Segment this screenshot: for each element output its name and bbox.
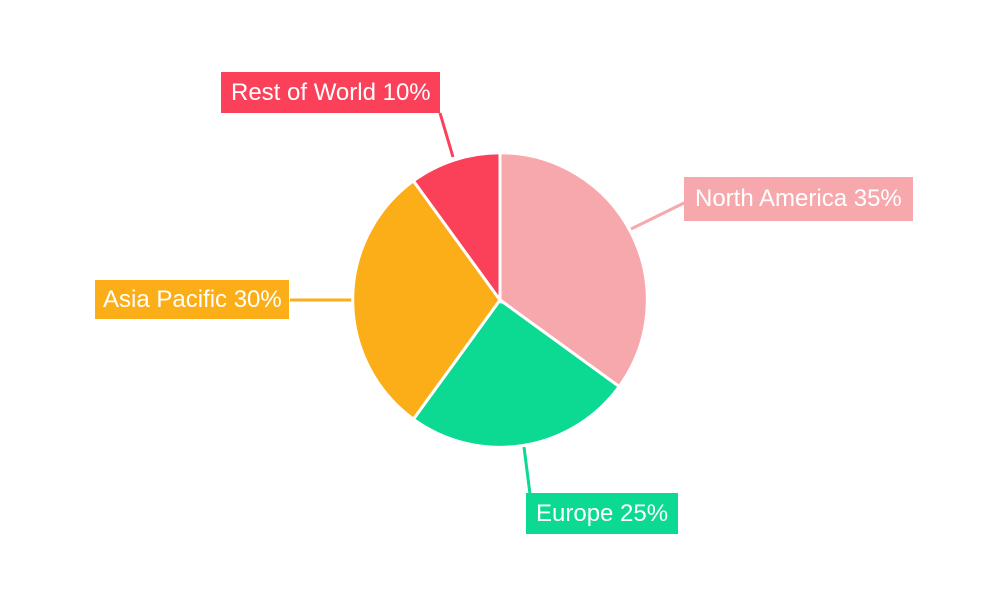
svg-text:Rest of World 10%: Rest of World 10% [231,79,431,106]
svg-text:North America 35%: North America 35% [695,185,902,212]
svg-text:Asia Pacific 30%: Asia Pacific 30% [103,286,282,313]
svg-text:Europe 25%: Europe 25% [536,500,668,527]
